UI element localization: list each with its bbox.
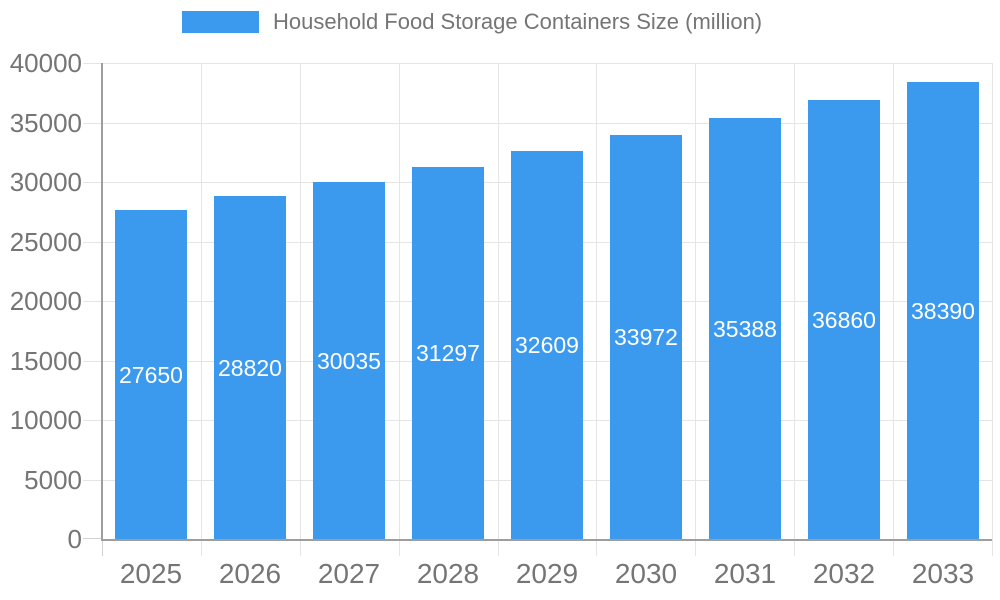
x-gridline: [201, 63, 202, 556]
x-tick-label: 2026: [218, 558, 282, 589]
bar[interactable]: [412, 167, 484, 539]
x-tick-label: 2032: [812, 558, 876, 589]
x-tick-label: 2027: [317, 558, 381, 589]
x-gridline: [498, 63, 499, 556]
bar[interactable]: [907, 82, 979, 539]
bar[interactable]: [214, 196, 286, 539]
x-gridline: [695, 63, 696, 556]
legend-swatch: [182, 11, 259, 33]
x-tick-label: 2030: [614, 558, 678, 589]
x-axis-line: [101, 539, 992, 541]
bar[interactable]: [610, 135, 682, 539]
x-gridline: [399, 63, 400, 556]
y-tick-label: 40000: [9, 48, 82, 78]
bar[interactable]: [511, 151, 583, 539]
bar[interactable]: [115, 210, 187, 539]
chart-legend[interactable]: Household Food Storage Containers Size (…: [182, 9, 762, 35]
legend-label: Household Food Storage Containers Size (…: [273, 9, 763, 34]
y-tick-label: 20000: [9, 286, 82, 316]
x-tick-label: 2033: [911, 558, 975, 589]
bar-value-label: 36860: [812, 307, 876, 333]
bar-value-label: 31297: [416, 340, 480, 366]
x-tick-label: 2029: [515, 558, 579, 589]
bar[interactable]: [808, 100, 880, 539]
x-gridline: [596, 63, 597, 556]
x-tick: [102, 541, 103, 556]
bar-value-label: 38390: [911, 298, 975, 324]
bar[interactable]: [709, 118, 781, 539]
x-gridline: [992, 63, 993, 556]
bar-value-label: 32609: [515, 332, 579, 358]
y-gridline: [83, 123, 992, 124]
bar-value-label: 27650: [119, 362, 183, 388]
bar[interactable]: [313, 182, 385, 539]
y-tick-label: 15000: [9, 346, 82, 376]
y-gridline: [83, 63, 992, 64]
x-tick-label: 2031: [713, 558, 777, 589]
x-tick-label: 2028: [416, 558, 480, 589]
x-gridline: [300, 63, 301, 556]
x-gridline: [794, 63, 795, 556]
y-tick: [83, 538, 101, 539]
y-tick-label: 10000: [9, 405, 82, 435]
x-tick-label: 2025: [119, 558, 183, 589]
y-axis-line: [101, 63, 103, 541]
y-tick-label: 30000: [9, 167, 82, 197]
y-tick-label: 35000: [9, 108, 82, 138]
bar-value-label: 28820: [218, 355, 282, 381]
bar-value-label: 30035: [317, 348, 381, 374]
y-tick-label: 25000: [9, 227, 82, 257]
bar-value-label: 33972: [614, 324, 678, 350]
y-tick-label: 0: [67, 524, 82, 554]
bar-value-label: 35388: [713, 316, 777, 342]
x-gridline: [893, 63, 894, 556]
y-tick-label: 5000: [24, 465, 82, 495]
